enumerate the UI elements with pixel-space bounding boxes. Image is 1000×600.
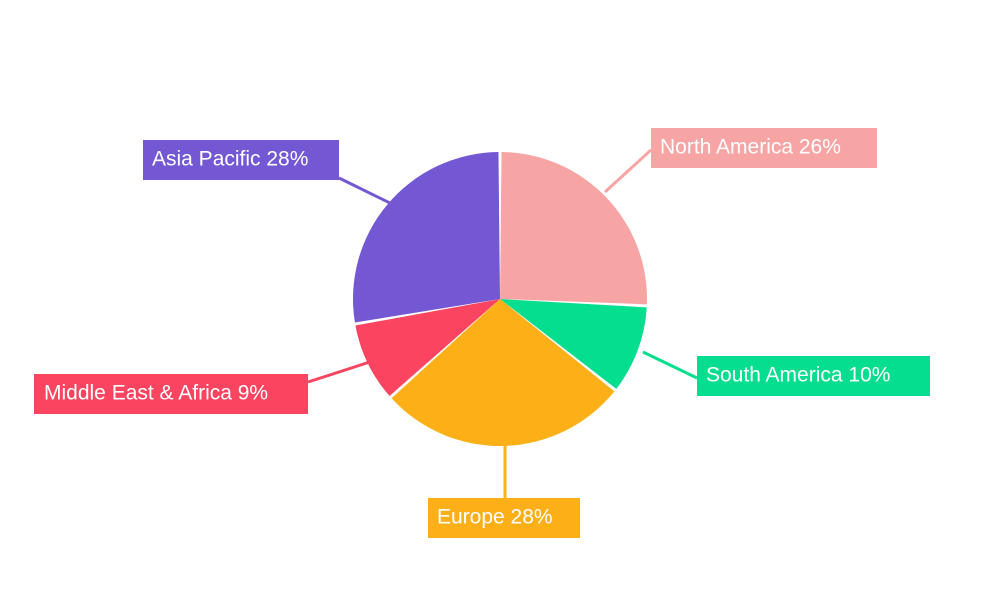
pie-slice-europe[interactable] (391, 299, 615, 446)
callout-label-text: South America 10% (706, 364, 890, 387)
pie-slice-middle-east-africa[interactable] (355, 299, 500, 396)
pie-slice-south-america[interactable] (500, 299, 647, 389)
pie-slice-north-america[interactable] (500, 152, 647, 305)
leader-line-south-america (642, 350, 698, 380)
callout-box (697, 356, 930, 396)
callout-label-text: Asia Pacific 28% (152, 148, 308, 171)
callout-label-south-america[interactable]: South America 10% (697, 356, 930, 396)
callout-label-text: Europe 28% (437, 506, 553, 529)
leader-line-north-america (603, 148, 653, 194)
leader-lines-group (307, 148, 698, 498)
leader-line-asia-pacific (338, 176, 397, 208)
pie-slices-group (352, 152, 647, 446)
leader-line-middle-east-africa (307, 358, 377, 384)
slice-labels-group: North America 26% South America 10% Europe… (34, 128, 930, 538)
callout-label-middle-east-africa[interactable]: Middle East & Africa 9% (34, 374, 308, 414)
callout-label-europe[interactable]: Europe 28% (428, 498, 580, 538)
callout-box (143, 140, 339, 180)
callout-box (34, 374, 308, 414)
callout-box (651, 128, 877, 168)
pie-slice-asia-pacific[interactable] (352, 152, 500, 323)
callout-label-asia-pacific[interactable]: Asia Pacific 28% (143, 140, 339, 180)
callout-box (428, 498, 580, 538)
callout-label-text: Middle East & Africa 9% (44, 382, 268, 405)
callout-label-north-america[interactable]: North America 26% (651, 128, 877, 168)
callout-label-text: North America 26% (660, 136, 841, 159)
